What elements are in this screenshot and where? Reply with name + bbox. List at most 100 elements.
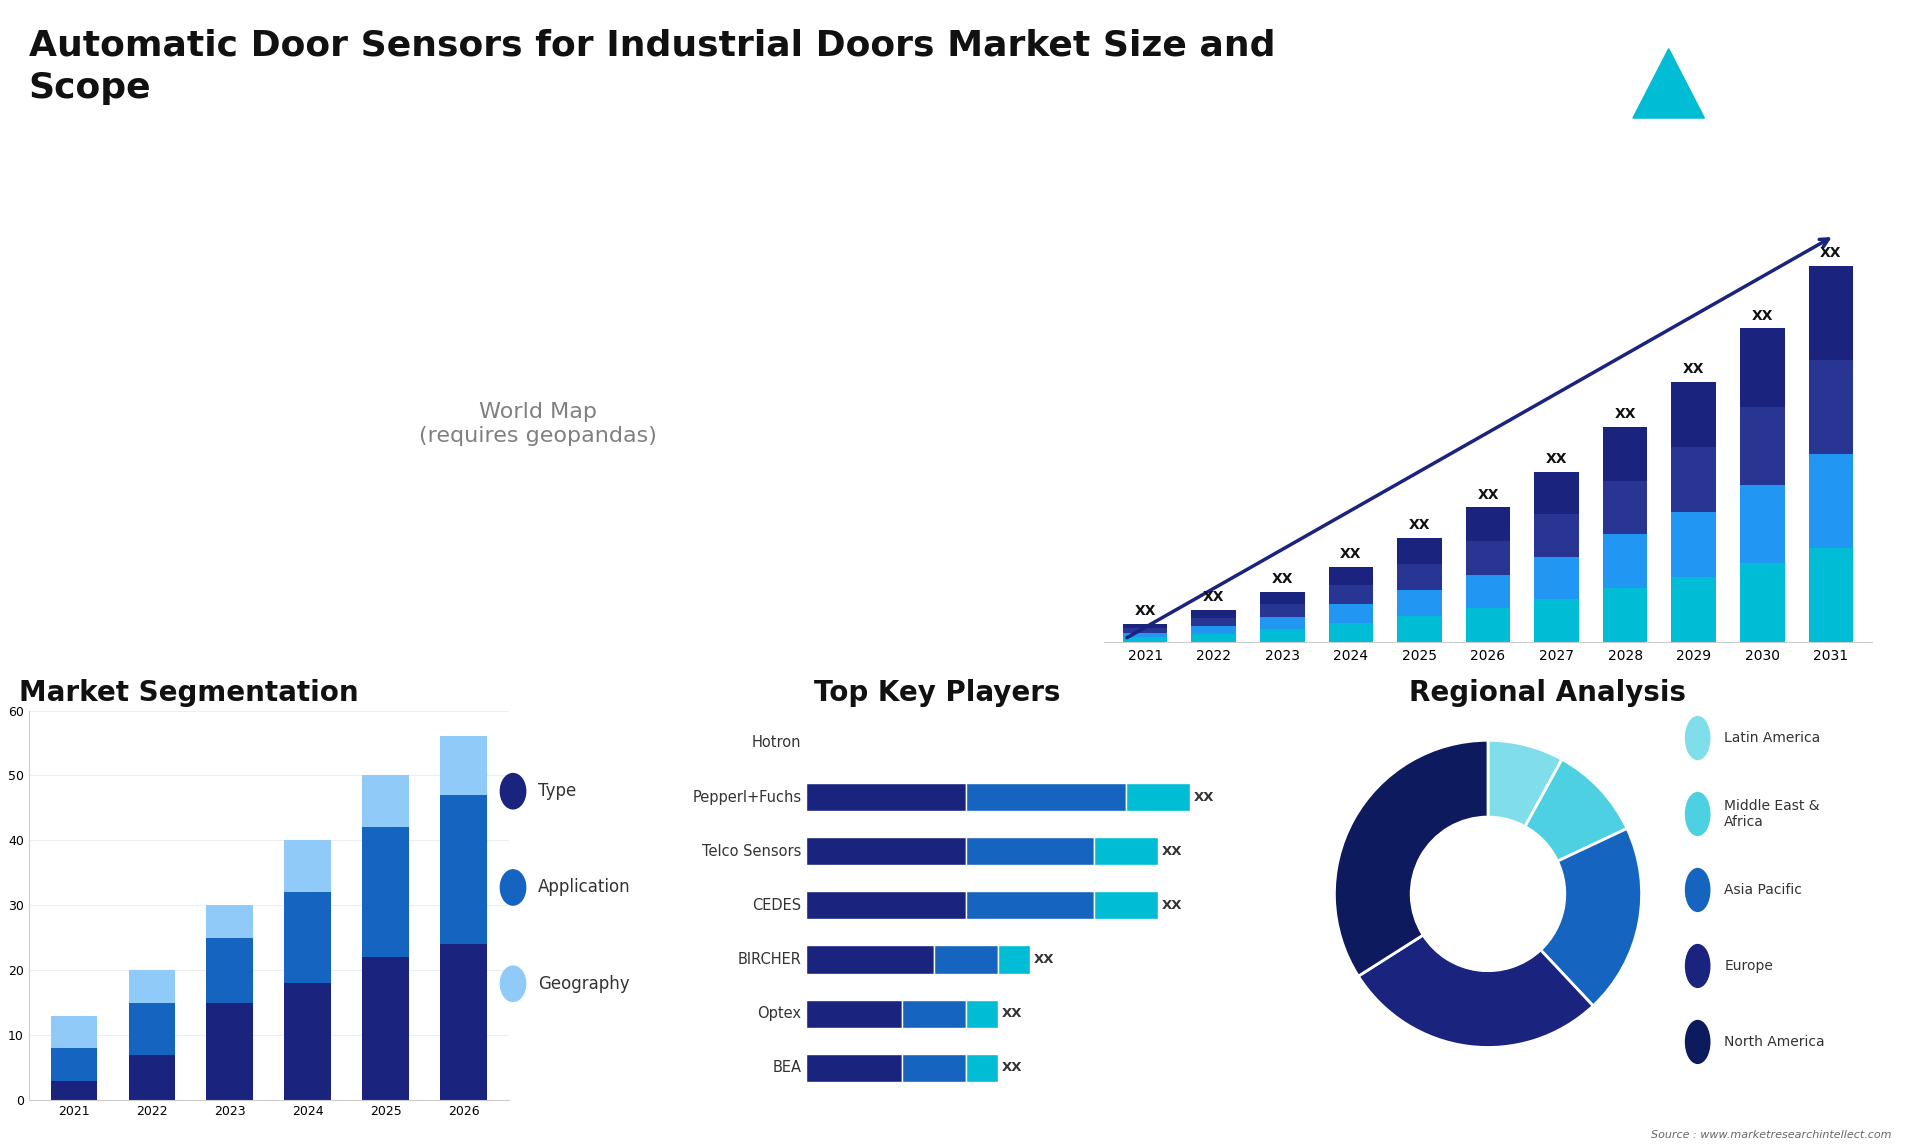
Bar [1192, 618, 1236, 626]
Bar [1672, 447, 1716, 512]
Circle shape [1686, 944, 1711, 988]
Bar [806, 837, 966, 865]
Bar [902, 1053, 966, 1082]
Text: MARKET: MARKET [1728, 48, 1770, 57]
Bar [284, 893, 330, 983]
Bar [1809, 454, 1853, 548]
Bar [1094, 892, 1158, 919]
Text: XX: XX [1002, 1007, 1023, 1020]
Bar [1123, 623, 1167, 628]
Bar [1123, 628, 1167, 633]
Text: XX: XX [1194, 791, 1215, 803]
Bar [1740, 485, 1784, 564]
Bar [129, 971, 175, 1003]
Circle shape [501, 774, 526, 809]
Wedge shape [1524, 760, 1626, 861]
Bar [50, 1081, 98, 1100]
Bar [1329, 623, 1373, 642]
Text: XX: XX [1751, 308, 1772, 323]
Bar [902, 999, 966, 1028]
Bar [806, 945, 935, 973]
Circle shape [1686, 869, 1711, 911]
Bar [440, 737, 488, 795]
Bar [1465, 541, 1511, 574]
Bar [1672, 382, 1716, 447]
Text: Europe: Europe [1724, 959, 1772, 973]
Circle shape [501, 966, 526, 1002]
Text: INTELLECT: INTELLECT [1728, 91, 1782, 100]
Bar [806, 783, 966, 811]
Bar [207, 937, 253, 1003]
Bar [935, 945, 998, 973]
Circle shape [1686, 716, 1711, 760]
Bar [363, 776, 409, 827]
Bar [284, 983, 330, 1100]
Bar [806, 999, 902, 1028]
Text: Source : www.marketresearchintellect.com: Source : www.marketresearchintellect.com [1651, 1130, 1891, 1140]
Bar [1809, 548, 1853, 642]
Circle shape [1686, 793, 1711, 835]
Circle shape [1411, 817, 1565, 971]
Bar [129, 1003, 175, 1054]
Text: Hotron: Hotron [753, 736, 803, 751]
Text: XX: XX [1002, 1061, 1023, 1074]
Text: Geography: Geography [538, 975, 630, 992]
Bar [966, 892, 1094, 919]
Circle shape [1686, 1020, 1711, 1063]
Text: Automatic Door Sensors for Industrial Doors Market Size and
Scope: Automatic Door Sensors for Industrial Do… [29, 29, 1275, 104]
Bar [1260, 629, 1304, 642]
Text: XX: XX [1409, 518, 1430, 532]
Text: Top Key Players: Top Key Players [814, 680, 1060, 707]
Bar [1192, 610, 1236, 618]
Text: XX: XX [1820, 246, 1841, 260]
Wedge shape [1540, 829, 1642, 1006]
Text: Middle East &
Africa: Middle East & Africa [1724, 799, 1820, 829]
Bar [1398, 615, 1442, 642]
Bar [1398, 590, 1442, 615]
Bar [966, 837, 1094, 865]
Text: XX: XX [1684, 362, 1705, 377]
Bar [1465, 609, 1511, 642]
Bar [440, 795, 488, 944]
Text: XX: XX [1162, 845, 1183, 857]
Bar [1260, 591, 1304, 604]
Bar [1809, 266, 1853, 360]
Bar [1534, 515, 1578, 557]
Bar [1534, 472, 1578, 515]
Text: CEDES: CEDES [753, 897, 803, 913]
Text: Optex: Optex [758, 1006, 803, 1021]
Bar [1534, 599, 1578, 642]
Bar [363, 827, 409, 957]
Bar [966, 1053, 998, 1082]
Bar [50, 1015, 98, 1049]
Bar [806, 892, 966, 919]
Bar [1809, 360, 1853, 454]
Bar [50, 1049, 98, 1081]
Bar [1603, 534, 1647, 588]
Bar [1534, 557, 1578, 599]
Text: XX: XX [1615, 407, 1636, 422]
Text: BIRCHER: BIRCHER [737, 952, 803, 967]
Text: XX: XX [1035, 953, 1054, 966]
Text: XX: XX [1340, 547, 1361, 560]
Bar [363, 957, 409, 1100]
Bar [1603, 480, 1647, 534]
Bar [1740, 407, 1784, 485]
Text: Market Segmentation: Market Segmentation [19, 680, 359, 707]
Bar [1672, 512, 1716, 576]
Bar [1123, 633, 1167, 637]
Text: XX: XX [1162, 898, 1183, 912]
Bar [1127, 783, 1190, 811]
Bar [998, 945, 1031, 973]
Wedge shape [1357, 935, 1594, 1047]
Bar [1740, 564, 1784, 642]
Bar [440, 944, 488, 1100]
Text: Pepperl+Fuchs: Pepperl+Fuchs [693, 790, 803, 804]
Bar [1398, 537, 1442, 564]
Wedge shape [1488, 740, 1563, 826]
Wedge shape [1334, 740, 1488, 976]
Text: RESEARCH: RESEARCH [1728, 70, 1782, 78]
Bar [1603, 426, 1647, 480]
Bar [966, 999, 998, 1028]
Text: North America: North America [1724, 1035, 1824, 1049]
